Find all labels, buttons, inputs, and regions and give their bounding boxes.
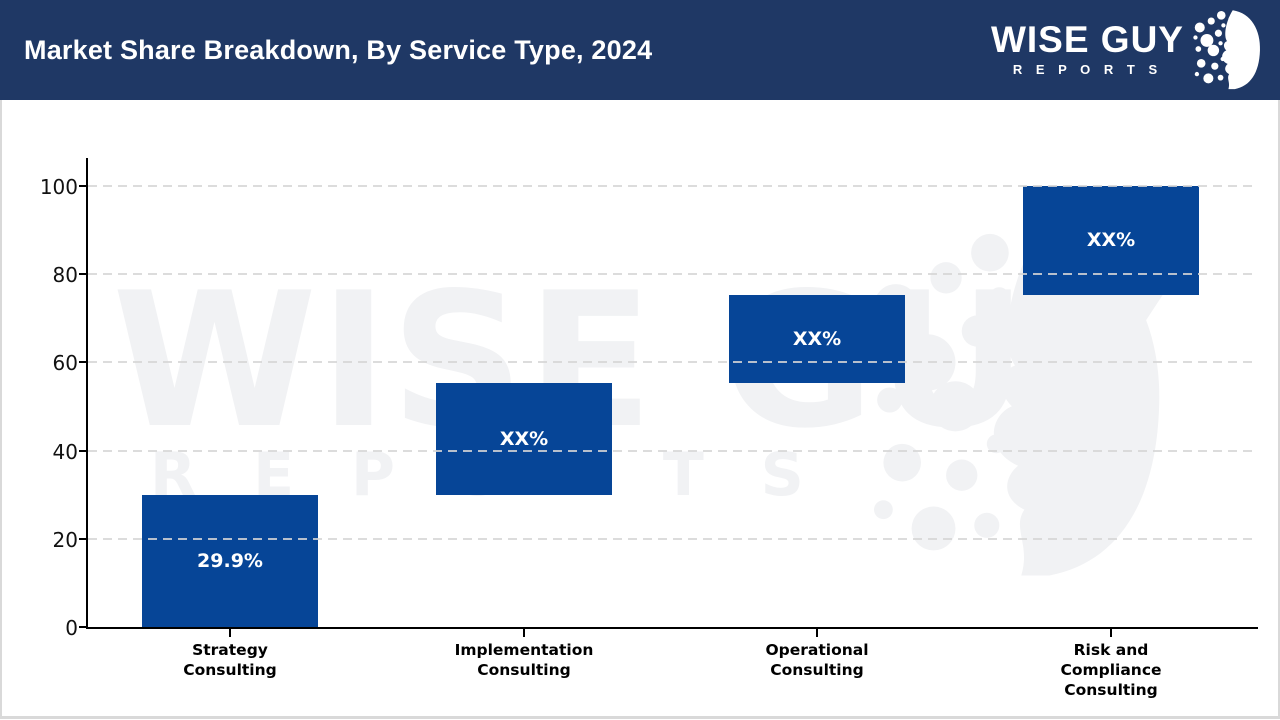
category-label-line: Risk and: [1073, 641, 1149, 659]
wiseguy-logo: WISE GUY R E P O R T S: [991, 6, 1266, 92]
bar-implementation-consulting: XX%: [436, 382, 612, 496]
bar-value-label: XX%: [792, 327, 842, 350]
y-tick-mark-100: [79, 185, 87, 187]
bar-value-label: 29.9%: [197, 550, 263, 573]
bar-operational-consulting: XX%: [729, 294, 905, 383]
category-label-line: Implementation: [454, 641, 594, 659]
y-tick-label-20: 20: [52, 527, 78, 552]
category-label-1: Implementation Consulting: [404, 640, 644, 680]
category-label-line: Consulting: [183, 661, 277, 679]
x-tick-mark-1: [523, 629, 525, 637]
category-label-line: Compliance: [1060, 661, 1162, 679]
y-tick-mark-0: [79, 626, 87, 628]
y-tick-label-0: 0: [65, 616, 78, 640]
category-label-2: Operational Consulting: [697, 640, 937, 680]
bar-value-label: XX%: [1086, 229, 1136, 252]
gridline-60: [88, 361, 1256, 364]
category-label-0: Strategy Consulting: [110, 640, 350, 680]
gridline-20: [88, 537, 1256, 540]
category-label-line: Consulting: [1064, 681, 1158, 699]
logo-wiseguy-label: WISE GUY: [990, 19, 1184, 60]
chart-title: Market Share Breakdown, By Service Type,…: [24, 34, 653, 65]
y-tick-mark-60: [79, 361, 87, 364]
bar-risk-and-compliance-consulting: XX%: [1023, 186, 1199, 295]
logo-reports-label: R E P O R T S: [1012, 62, 1163, 77]
x-tick-mark-3: [1110, 629, 1112, 637]
y-tick-label-60: 60: [52, 351, 78, 376]
x-tick-mark-0: [229, 629, 231, 637]
y-tick-mark-40: [79, 449, 87, 452]
y-axis-line: [86, 158, 88, 629]
header-bar: Market Share Breakdown, By Service Type,…: [0, 0, 1280, 100]
watermark-wiseguy-text: WISE GUY: [112, 252, 1167, 469]
x-tick-mark-2: [816, 629, 818, 637]
category-label-line: Consulting: [477, 661, 571, 679]
y-tick-mark-80: [79, 273, 87, 276]
y-tick-label-40: 40: [52, 439, 78, 464]
category-label-line: Consulting: [770, 661, 864, 679]
gridline-40: [88, 449, 1256, 452]
wiseguy-face-logo-icon: [1193, 10, 1261, 90]
category-label-3: Risk and Compliance Consulting: [991, 640, 1231, 700]
y-tick-label-80: 80: [52, 263, 78, 288]
category-label-line: Operational: [765, 641, 869, 659]
gridline-80: [88, 273, 1256, 276]
y-tick-label-100: 100: [39, 175, 78, 199]
bar-value-label: XX%: [499, 427, 549, 450]
x-axis-line: [86, 627, 1258, 629]
gridline-100: [88, 185, 1256, 187]
y-tick-mark-20: [79, 537, 87, 540]
category-label-line: Strategy: [192, 641, 268, 659]
bar-strategy-consulting: 29.9%: [142, 495, 318, 627]
wiseguy-logo-text: WISE GUY R E P O R T S: [991, 21, 1184, 77]
